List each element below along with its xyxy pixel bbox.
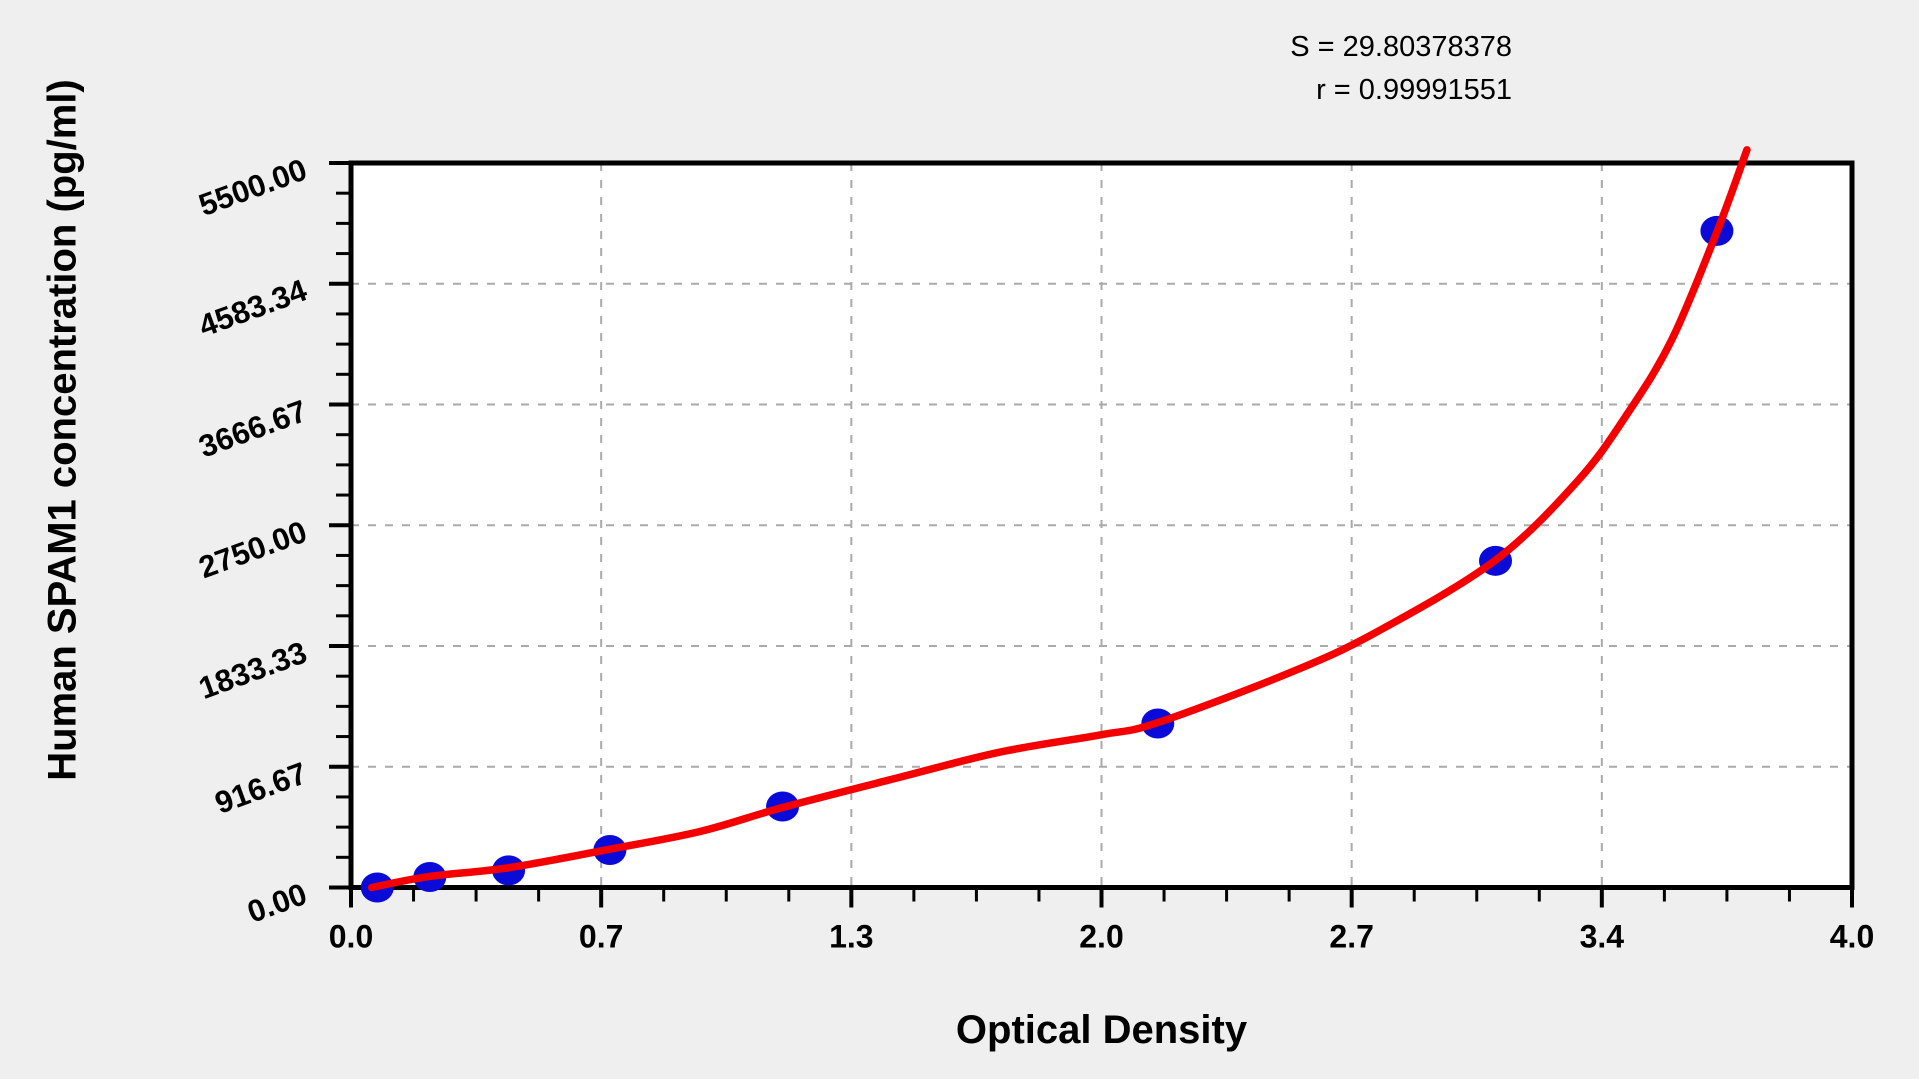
x-tick-label: 0.0	[329, 919, 373, 955]
y-tick-label: 0.00	[243, 876, 312, 930]
y-tick-label: 916.67	[210, 755, 311, 820]
x-tick-label: 1.3	[829, 919, 873, 955]
y-tick-label: 2750.00	[194, 514, 311, 585]
x-tick-label: 3.4	[1580, 919, 1625, 955]
y-tick-label: 5500.00	[194, 152, 311, 223]
x-tick-label: 2.0	[1079, 919, 1123, 955]
y-tick-label: 3666.67	[194, 393, 311, 464]
x-tick-label: 2.7	[1329, 919, 1373, 955]
s-value-label: S = 29.80378378	[1290, 31, 1512, 63]
fit-statistics: S = 29.80378378 r = 0.99991551	[1290, 26, 1512, 112]
y-axis-title: Human SPAM1 concentration (pg/ml)	[40, 79, 85, 781]
x-tick-label: 0.7	[579, 919, 623, 955]
y-tick-label: 1833.33	[194, 635, 311, 706]
x-axis-title: Optical Density	[955, 1008, 1248, 1052]
r-value-label: r = 0.99991551	[1316, 74, 1512, 106]
plot-border	[348, 160, 1855, 890]
y-tick-label: 4583.34	[194, 272, 312, 343]
fit-curve	[367, 146, 1751, 892]
x-tick-label: 4.0	[1830, 919, 1874, 955]
